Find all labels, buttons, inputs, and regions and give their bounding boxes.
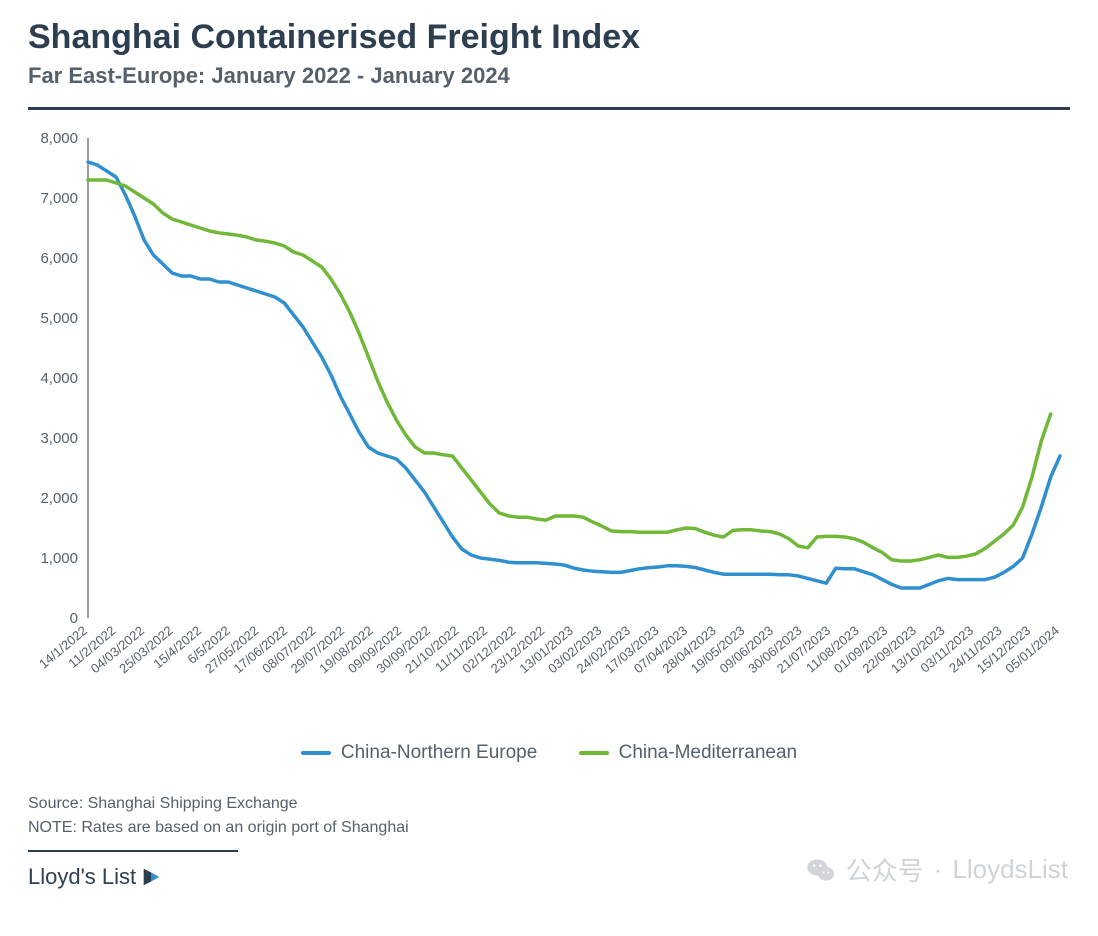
- brand-play-icon: [140, 866, 162, 888]
- legend-label: China-Mediterranean: [619, 742, 798, 764]
- source-text: Source: Shanghai Shipping Exchange: [28, 792, 1070, 816]
- svg-text:6,000: 6,000: [40, 250, 78, 267]
- brand: Lloyd's List: [28, 860, 162, 893]
- watermark-sep: ·: [934, 854, 943, 885]
- page: Shanghai Containerised Freight Index Far…: [0, 0, 1098, 936]
- svg-text:7,000: 7,000: [40, 190, 78, 207]
- chart-area: 0 1,000 2,000 3,000 4,000 5,000 6,000 7,000 8,00…: [28, 128, 1070, 733]
- legend-label: China-Northern Europe: [341, 742, 537, 764]
- title-divider: [28, 107, 1070, 110]
- footer-divider: [28, 850, 238, 852]
- svg-text:1,000: 1,000: [40, 550, 78, 567]
- watermark: 公众号 · LloydsList: [806, 851, 1068, 888]
- chart-title: Shanghai Containerised Freight Index: [28, 18, 1070, 57]
- svg-text:5,000: 5,000: [40, 310, 78, 327]
- svg-text:8,000: 8,000: [40, 130, 78, 147]
- note-text: NOTE: Rates are based on an origin port …: [28, 816, 1070, 840]
- legend: China-Northern Europe China-Mediterranea…: [28, 739, 1070, 764]
- legend-swatch-icon: [301, 751, 331, 755]
- brand-text: Lloyd's List: [28, 860, 136, 893]
- wechat-icon: [806, 855, 836, 885]
- svg-text:0: 0: [70, 610, 78, 627]
- svg-text:4,000: 4,000: [40, 370, 78, 387]
- chart-subtitle: Far East-Europe: January 2022 - January …: [28, 63, 1070, 89]
- legend-swatch-icon: [579, 751, 609, 755]
- line-chart: 0 1,000 2,000 3,000 4,000 5,000 6,000 7,000 8,00…: [28, 128, 1070, 728]
- watermark-cn: 公众号: [846, 851, 924, 888]
- watermark-en: LloydsList: [952, 854, 1068, 885]
- svg-text:2,000: 2,000: [40, 490, 78, 507]
- legend-item: China-Northern Europe: [301, 742, 537, 764]
- legend-item: China-Mediterranean: [579, 742, 798, 764]
- svg-text:3,000: 3,000: [40, 430, 78, 447]
